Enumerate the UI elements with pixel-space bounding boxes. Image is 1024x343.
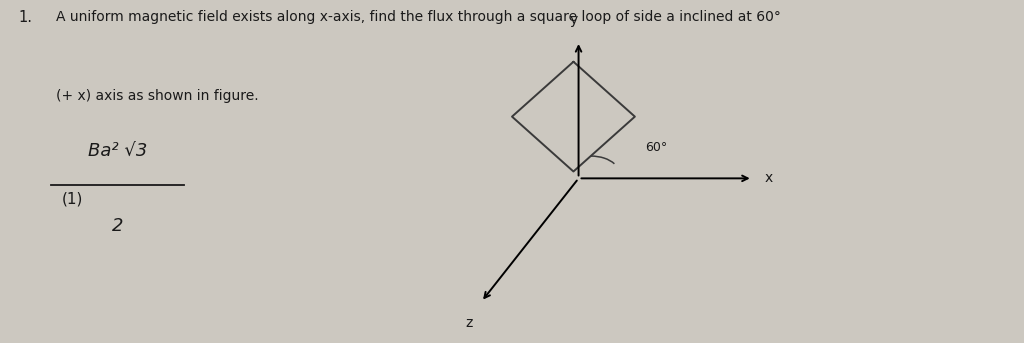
Text: A uniform magnetic field exists along x-axis, find the flux through a square loo: A uniform magnetic field exists along x-… — [56, 10, 781, 24]
Text: Ba² √3: Ba² √3 — [88, 142, 147, 160]
Text: (+ x) axis as shown in figure.: (+ x) axis as shown in figure. — [56, 89, 259, 103]
Text: x: x — [765, 172, 773, 185]
Text: z: z — [466, 316, 473, 330]
Text: 2: 2 — [112, 217, 124, 235]
Text: 1.: 1. — [18, 10, 33, 25]
Text: (1): (1) — [61, 191, 83, 206]
Text: 60°: 60° — [645, 141, 668, 154]
Text: y: y — [569, 13, 578, 27]
